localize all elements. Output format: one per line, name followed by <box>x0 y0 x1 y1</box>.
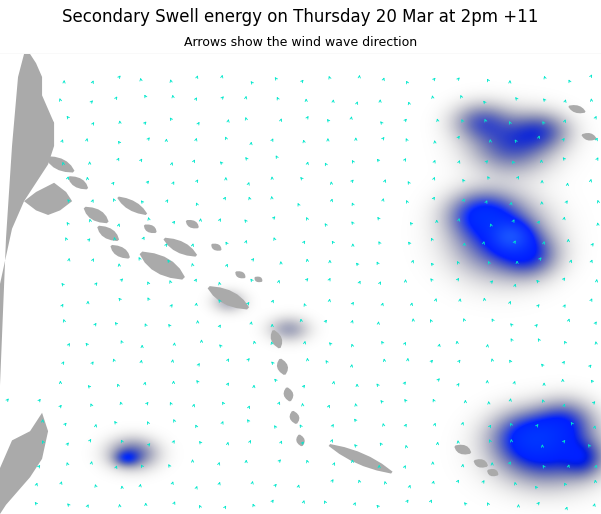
Polygon shape <box>290 411 299 424</box>
Polygon shape <box>474 459 488 468</box>
Polygon shape <box>111 245 130 259</box>
Polygon shape <box>277 359 288 375</box>
Polygon shape <box>235 271 246 278</box>
Polygon shape <box>36 114 54 132</box>
Polygon shape <box>582 133 596 140</box>
Polygon shape <box>163 237 197 256</box>
Polygon shape <box>84 207 109 223</box>
Polygon shape <box>284 388 293 401</box>
Polygon shape <box>46 156 75 173</box>
Polygon shape <box>329 444 392 473</box>
Polygon shape <box>0 413 48 514</box>
Polygon shape <box>97 226 119 241</box>
Polygon shape <box>211 244 222 251</box>
Polygon shape <box>117 196 147 215</box>
Polygon shape <box>487 469 498 476</box>
Polygon shape <box>144 225 157 233</box>
Text: Secondary Swell energy on Thursday 20 Mar at 2pm +11: Secondary Swell energy on Thursday 20 Ma… <box>63 8 538 26</box>
Polygon shape <box>454 445 471 454</box>
Polygon shape <box>296 435 305 446</box>
Polygon shape <box>208 286 249 309</box>
Polygon shape <box>24 183 72 215</box>
Polygon shape <box>0 54 54 385</box>
Polygon shape <box>254 277 263 282</box>
Polygon shape <box>186 220 199 228</box>
Polygon shape <box>569 105 585 113</box>
Polygon shape <box>271 330 282 348</box>
Polygon shape <box>139 251 185 280</box>
Text: Arrows show the wind wave direction: Arrows show the wind wave direction <box>184 35 417 49</box>
Polygon shape <box>68 176 88 189</box>
